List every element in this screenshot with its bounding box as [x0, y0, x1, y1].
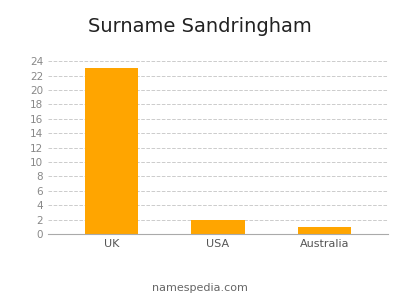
Bar [192, 220, 244, 234]
Text: Surname Sandringham: Surname Sandringham [88, 17, 312, 37]
Bar [85, 68, 138, 234]
Text: namespedia.com: namespedia.com [152, 283, 248, 293]
Bar [298, 227, 351, 234]
